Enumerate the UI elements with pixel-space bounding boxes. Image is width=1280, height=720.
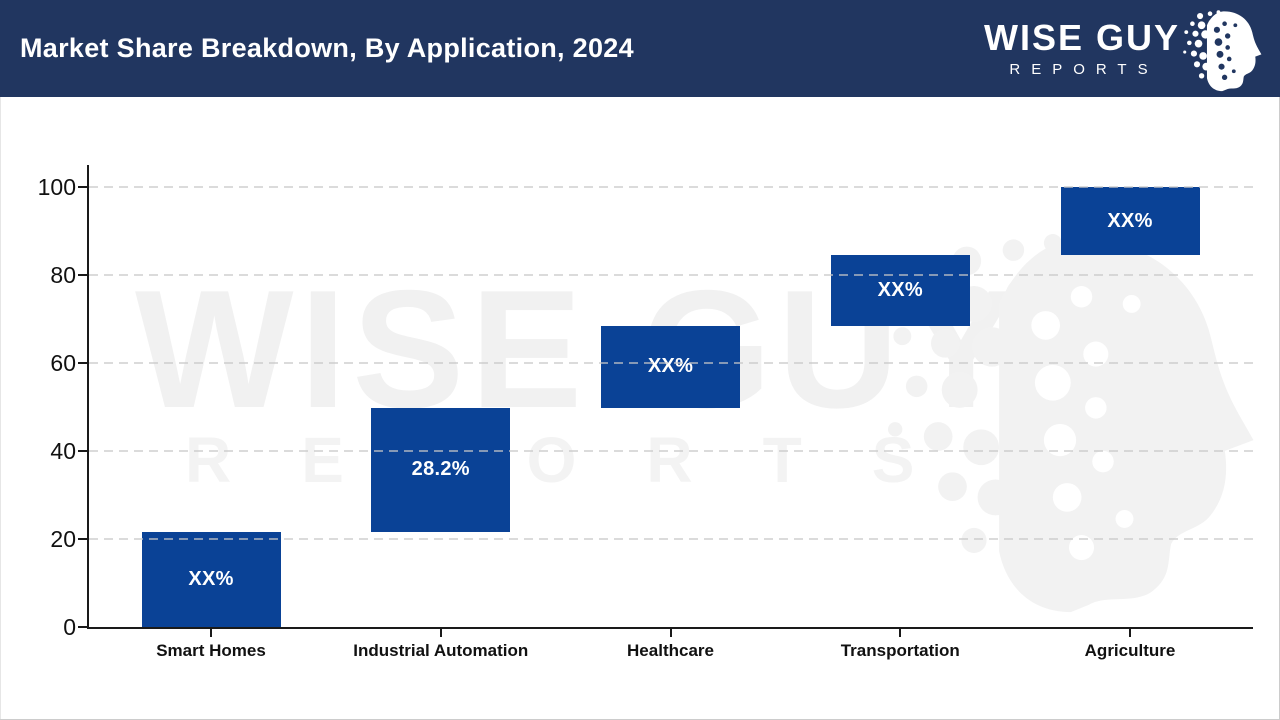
x-tick-0 [210,628,212,637]
bar-0: XX% [141,531,281,627]
x-category-label: Agriculture [1084,641,1176,660]
header-bar: Market Share Breakdown, By Application, … [0,0,1280,97]
bar-value-label: XX% [188,567,234,590]
y-tick-label-40: 40 [50,438,76,464]
x-tick-4 [1129,628,1131,637]
bar-1: 28.2% [371,407,511,532]
x-category-label: Transportation [840,641,960,660]
logo-text: WISE GUY REPORTS [983,16,1180,78]
x-tick-2 [669,628,672,637]
x-category-label: Healthcare [627,641,714,660]
y-axis [87,165,89,629]
y-tick-40 [78,450,87,452]
watermark-subtitle: REPORTS [185,424,985,496]
logo-head-icon [1183,9,1262,91]
bar-3: XX% [830,255,970,327]
y-tick-0 [78,626,87,628]
x-category-label: Industrial Automation [353,641,529,660]
y-tick-label-80: 80 [50,262,76,288]
gridline-20 [89,538,1253,540]
wiseguy-logo: WISE GUY REPORTS [984,6,1280,92]
bar-2: XX% [601,326,740,408]
bar-value-label: XX% [647,355,694,378]
page-title: Market Share Breakdown, By Application, … [20,33,634,63]
logo-subtitle: REPORTS [1009,60,1159,78]
x-tick-3 [899,628,902,637]
gridline-100 [89,186,1253,188]
x-tick-1 [439,628,442,637]
gridline-40 [89,450,1253,452]
y-tick-20 [78,538,87,540]
gridline-80 [89,274,1253,276]
y-tick-label-60: 60 [50,350,76,376]
bar-4: XX% [1060,187,1200,256]
y-tick-100 [78,186,87,188]
bar-value-label: XX% [1107,209,1153,232]
bar-value-label: 28.2% [411,458,470,481]
gridline-60 [89,362,1253,364]
x-category-label: Smart Homes [156,641,266,660]
y-tick-80 [78,274,87,276]
bar-value-label: XX% [877,279,923,302]
watermark-head-icon [888,234,1254,613]
y-tick-60 [78,362,87,364]
y-tick-label-0: 0 [63,614,76,640]
logo-wordmark: WISE GUY [983,16,1180,58]
y-tick-label-100: 100 [37,174,76,200]
y-tick-label-20: 20 [50,526,76,552]
